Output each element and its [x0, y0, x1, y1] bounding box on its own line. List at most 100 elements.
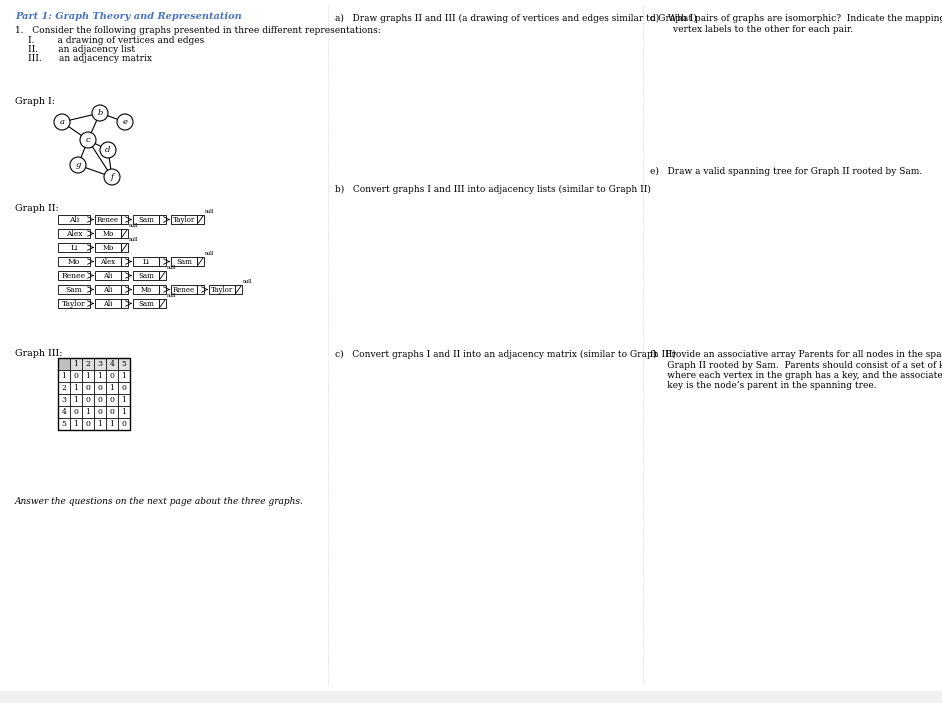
Text: b)   Convert graphs I and III into adjacency lists (similar to Graph II): b) Convert graphs I and III into adjacen…: [335, 185, 651, 194]
Circle shape: [54, 114, 70, 130]
FancyBboxPatch shape: [58, 229, 90, 238]
Text: Part 1: Graph Theory and Representation: Part 1: Graph Theory and Representation: [15, 12, 242, 21]
FancyBboxPatch shape: [121, 257, 128, 266]
FancyBboxPatch shape: [95, 215, 121, 224]
FancyBboxPatch shape: [106, 418, 118, 430]
FancyBboxPatch shape: [133, 215, 159, 224]
Circle shape: [92, 105, 108, 121]
Text: 0: 0: [86, 420, 90, 428]
Text: Mo: Mo: [68, 257, 80, 266]
FancyBboxPatch shape: [82, 418, 94, 430]
Text: null: null: [167, 293, 176, 298]
FancyBboxPatch shape: [82, 382, 94, 394]
Text: Sam: Sam: [138, 216, 154, 224]
Text: Taylor: Taylor: [173, 216, 195, 224]
Text: Graph I:: Graph I:: [15, 97, 55, 106]
FancyBboxPatch shape: [159, 257, 166, 266]
Text: 0: 0: [122, 384, 126, 392]
Text: null: null: [129, 237, 138, 242]
FancyBboxPatch shape: [94, 406, 106, 418]
FancyBboxPatch shape: [209, 285, 235, 294]
FancyBboxPatch shape: [159, 285, 166, 294]
Text: a)   Draw graphs II and III (a drawing of vertices and edges similar to Graph I): a) Draw graphs II and III (a drawing of …: [335, 14, 697, 23]
Text: 1: 1: [86, 408, 90, 416]
Text: 1: 1: [109, 420, 114, 428]
FancyBboxPatch shape: [58, 257, 90, 266]
FancyBboxPatch shape: [58, 394, 70, 406]
Text: f)   Provide an associative array Parents for all nodes in the spanning tree of
: f) Provide an associative array Parents …: [650, 350, 942, 390]
Text: 1: 1: [122, 372, 126, 380]
Text: 0: 0: [109, 396, 114, 404]
Text: d)   What pairs of graphs are isomorphic?  Indicate the mapping from one graph’s: d) What pairs of graphs are isomorphic? …: [650, 14, 942, 34]
FancyBboxPatch shape: [82, 358, 94, 370]
Text: e)   Draw a valid spanning tree for Graph II rooted by Sam.: e) Draw a valid spanning tree for Graph …: [650, 167, 922, 176]
Text: 5: 5: [122, 360, 126, 368]
Circle shape: [117, 114, 133, 130]
FancyBboxPatch shape: [58, 406, 70, 418]
Text: f: f: [110, 173, 114, 181]
Text: 5: 5: [61, 420, 67, 428]
Text: 0: 0: [86, 384, 90, 392]
FancyBboxPatch shape: [118, 382, 130, 394]
FancyBboxPatch shape: [159, 215, 166, 224]
Circle shape: [100, 142, 116, 158]
FancyBboxPatch shape: [95, 271, 121, 280]
FancyBboxPatch shape: [133, 285, 159, 294]
FancyBboxPatch shape: [118, 406, 130, 418]
FancyBboxPatch shape: [118, 358, 130, 370]
Text: 3: 3: [61, 396, 67, 404]
Text: null: null: [243, 279, 252, 284]
Text: 1: 1: [98, 372, 103, 380]
Text: c: c: [86, 136, 90, 144]
Text: 1: 1: [73, 384, 78, 392]
Text: null: null: [205, 251, 215, 256]
FancyBboxPatch shape: [82, 406, 94, 418]
FancyBboxPatch shape: [58, 418, 70, 430]
FancyBboxPatch shape: [171, 257, 197, 266]
Text: Renee: Renee: [97, 216, 119, 224]
Text: Mo: Mo: [103, 243, 114, 252]
FancyBboxPatch shape: [58, 370, 70, 382]
FancyBboxPatch shape: [106, 406, 118, 418]
Text: 1: 1: [73, 420, 78, 428]
FancyBboxPatch shape: [70, 358, 82, 370]
Text: 4: 4: [109, 360, 114, 368]
FancyBboxPatch shape: [58, 382, 70, 394]
Circle shape: [70, 157, 86, 173]
Text: 1: 1: [98, 420, 103, 428]
Text: I.        a drawing of vertices and edges: I. a drawing of vertices and edges: [28, 36, 204, 45]
FancyBboxPatch shape: [106, 382, 118, 394]
Text: Renee: Renee: [173, 285, 195, 293]
Text: Answer the questions on the next page about the three graphs.: Answer the questions on the next page ab…: [15, 497, 304, 506]
Text: d: d: [106, 146, 111, 154]
Text: 0: 0: [109, 408, 114, 416]
Text: Renee: Renee: [62, 271, 86, 280]
FancyBboxPatch shape: [95, 243, 121, 252]
Text: 1: 1: [122, 408, 126, 416]
FancyBboxPatch shape: [121, 271, 128, 280]
Text: Graph III:: Graph III:: [15, 349, 62, 358]
FancyBboxPatch shape: [95, 229, 121, 238]
FancyBboxPatch shape: [70, 406, 82, 418]
FancyBboxPatch shape: [58, 299, 90, 308]
FancyBboxPatch shape: [171, 215, 197, 224]
Text: null: null: [205, 209, 215, 214]
Text: c)   Convert graphs I and II into an adjacency matrix (similar to Graph III): c) Convert graphs I and II into an adjac…: [335, 350, 675, 359]
FancyBboxPatch shape: [133, 271, 159, 280]
FancyBboxPatch shape: [94, 382, 106, 394]
FancyBboxPatch shape: [106, 370, 118, 382]
FancyBboxPatch shape: [94, 394, 106, 406]
Text: Taylor: Taylor: [211, 285, 233, 293]
FancyBboxPatch shape: [95, 299, 121, 308]
Text: 0: 0: [73, 408, 78, 416]
FancyBboxPatch shape: [121, 215, 128, 224]
Circle shape: [104, 169, 120, 185]
FancyBboxPatch shape: [58, 243, 90, 252]
Text: b: b: [97, 109, 103, 117]
Text: 0: 0: [73, 372, 78, 380]
FancyBboxPatch shape: [82, 370, 94, 382]
FancyBboxPatch shape: [171, 285, 197, 294]
Text: e: e: [122, 118, 127, 126]
Text: Sam: Sam: [66, 285, 83, 293]
Text: 1: 1: [73, 360, 78, 368]
